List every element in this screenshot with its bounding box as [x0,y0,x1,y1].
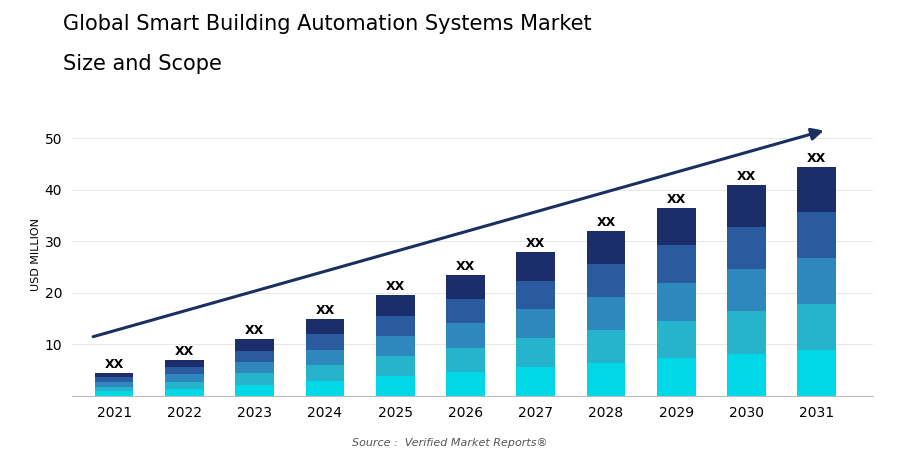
Bar [376,315,415,336]
Text: Global Smart Building Automation Systems Market: Global Smart Building Automation Systems… [63,14,591,33]
Bar [94,378,133,382]
Text: XX: XX [667,193,686,206]
Bar [727,354,766,396]
Bar [94,373,133,378]
Text: XX: XX [455,260,475,273]
Bar [727,227,766,269]
Bar [657,246,696,283]
Text: XX: XX [807,152,826,165]
Bar [797,166,836,212]
Bar [236,362,274,374]
Text: XX: XX [315,304,335,317]
Bar [306,365,345,381]
Bar [517,280,555,310]
Bar [306,319,345,334]
Bar [376,296,415,315]
Bar [236,351,274,362]
Bar [587,297,626,330]
Text: Size and Scope: Size and Scope [63,54,222,74]
Bar [376,376,415,396]
Bar [94,392,133,396]
Bar [446,275,485,299]
Bar [797,304,836,350]
Bar [727,311,766,354]
Text: XX: XX [175,345,194,358]
Bar [517,338,555,367]
Bar [165,360,203,367]
Bar [587,264,626,297]
Bar [657,208,696,246]
Bar [94,382,133,387]
Bar [446,372,485,396]
Bar [165,367,203,374]
Bar [306,334,345,350]
Text: XX: XX [245,324,265,337]
Bar [517,310,555,338]
Bar [797,212,836,258]
Bar [306,381,345,396]
Text: Source :  Verified Market Reports®: Source : Verified Market Reports® [352,438,548,448]
Text: XX: XX [526,237,545,250]
Text: XX: XX [104,358,124,371]
Text: XX: XX [385,280,405,293]
Bar [376,336,415,356]
Bar [165,382,203,389]
Bar [376,356,415,376]
Text: XX: XX [597,216,616,229]
Bar [797,350,836,396]
Bar [165,374,203,382]
Bar [657,358,696,396]
Bar [657,321,696,358]
Bar [236,339,274,351]
Bar [165,389,203,396]
Bar [587,363,626,396]
Bar [446,347,485,372]
Bar [94,387,133,392]
Bar [587,330,626,363]
Bar [306,350,345,365]
Bar [517,367,555,396]
Bar [797,258,836,304]
Bar [236,374,274,385]
Bar [446,299,485,323]
Bar [657,283,696,321]
Bar [587,231,626,264]
Bar [446,323,485,347]
Y-axis label: USD MILLION: USD MILLION [32,218,41,291]
Bar [236,385,274,396]
Bar [727,184,766,227]
Text: XX: XX [737,170,756,183]
Bar [517,252,555,280]
Bar [727,269,766,311]
